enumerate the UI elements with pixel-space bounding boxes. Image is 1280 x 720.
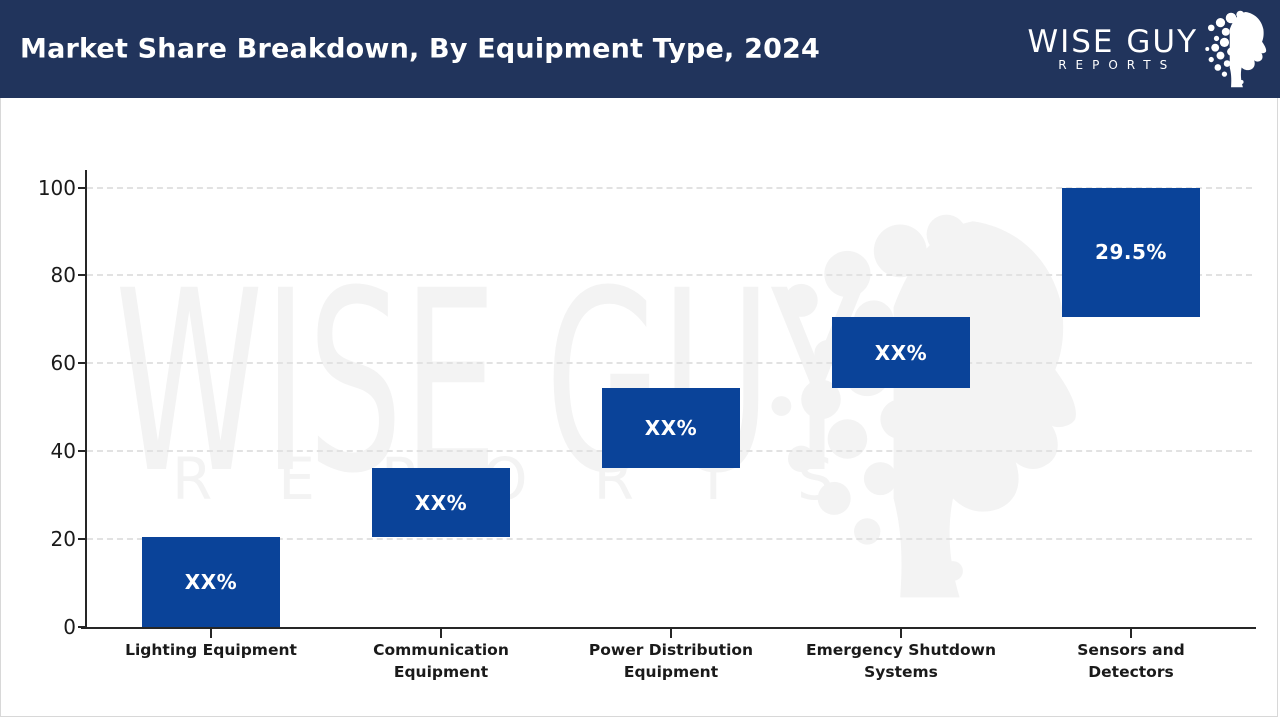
- x-category-label: Communication Equipment: [373, 641, 509, 681]
- y-tick-label-100: 100: [37, 175, 76, 200]
- gridline-y80: [87, 274, 1252, 277]
- y-tick-20: [78, 538, 85, 541]
- y-tick-label-40: 40: [50, 439, 76, 464]
- page-title: Market Share Breakdown, By Equipment Typ…: [20, 33, 821, 65]
- bar-value-label: 29.5%: [1095, 240, 1167, 265]
- x-tick-2: [440, 629, 442, 638]
- bar-value-label: XX%: [644, 416, 698, 441]
- gridline-y100: [87, 186, 1252, 189]
- x-tick-1: [210, 629, 212, 638]
- logo-subtitle: REPORTS: [1058, 58, 1177, 73]
- gridline-y20: [87, 538, 1252, 541]
- x-tick-5: [1130, 629, 1132, 638]
- logo-text: WISE GUY REPORTS: [1027, 23, 1198, 73]
- y-axis-line: [85, 170, 87, 629]
- wiseguy-face-icon: [1205, 10, 1267, 88]
- x-category-label: Lighting Equipment: [125, 641, 297, 659]
- header-bar: Market Share Breakdown, By Equipment Typ…: [0, 0, 1280, 98]
- bar-value-label: XX%: [414, 490, 468, 515]
- logo-wordmark: WISE GUY: [1027, 23, 1198, 60]
- bar-4: XX%: [832, 317, 970, 389]
- y-tick-80: [78, 274, 85, 277]
- y-tick-label-80: 80: [50, 263, 76, 288]
- y-tick-label-60: 60: [50, 351, 76, 376]
- plot-area: XX% XX% XX% XX% 29.5% 0 20 40 60 80 100 Lighting Eq…: [0, 98, 1280, 720]
- bar-value-label: XX%: [184, 569, 238, 594]
- x-tick-3: [670, 629, 672, 638]
- page-border-right: [1277, 98, 1278, 717]
- bar-5: 29.5%: [1062, 187, 1200, 318]
- page-border-left: [0, 98, 1, 717]
- x-category-label: Power Distribution Equipment: [588, 641, 754, 681]
- y-tick-100: [78, 186, 85, 189]
- page-border-bottom: [0, 716, 1278, 717]
- gridline-y60: [87, 362, 1252, 365]
- bar-2: XX%: [372, 468, 510, 537]
- bar-1: XX%: [142, 536, 280, 627]
- x-category-label: Emergency Shutdown Systems: [806, 641, 996, 681]
- y-tick-label-0: 0: [63, 615, 76, 639]
- y-tick-60: [78, 362, 85, 365]
- wiseguy-logo: WISE GUY REPORTS: [1027, 0, 1268, 98]
- y-tick-40: [78, 450, 85, 453]
- x-category-label: Sensors and Detectors: [1077, 641, 1185, 681]
- bar-3: XX%: [602, 388, 740, 469]
- x-tick-4: [900, 629, 902, 638]
- chart-canvas: WISE GUY REPORTS XX% XX% XX% XX% 29.5% 0 20 40 6…: [0, 98, 1280, 720]
- bar-value-label: XX%: [874, 340, 928, 365]
- y-tick-0: [78, 626, 85, 628]
- y-tick-label-20: 20: [50, 527, 76, 552]
- x-axis-line: [81, 627, 1256, 629]
